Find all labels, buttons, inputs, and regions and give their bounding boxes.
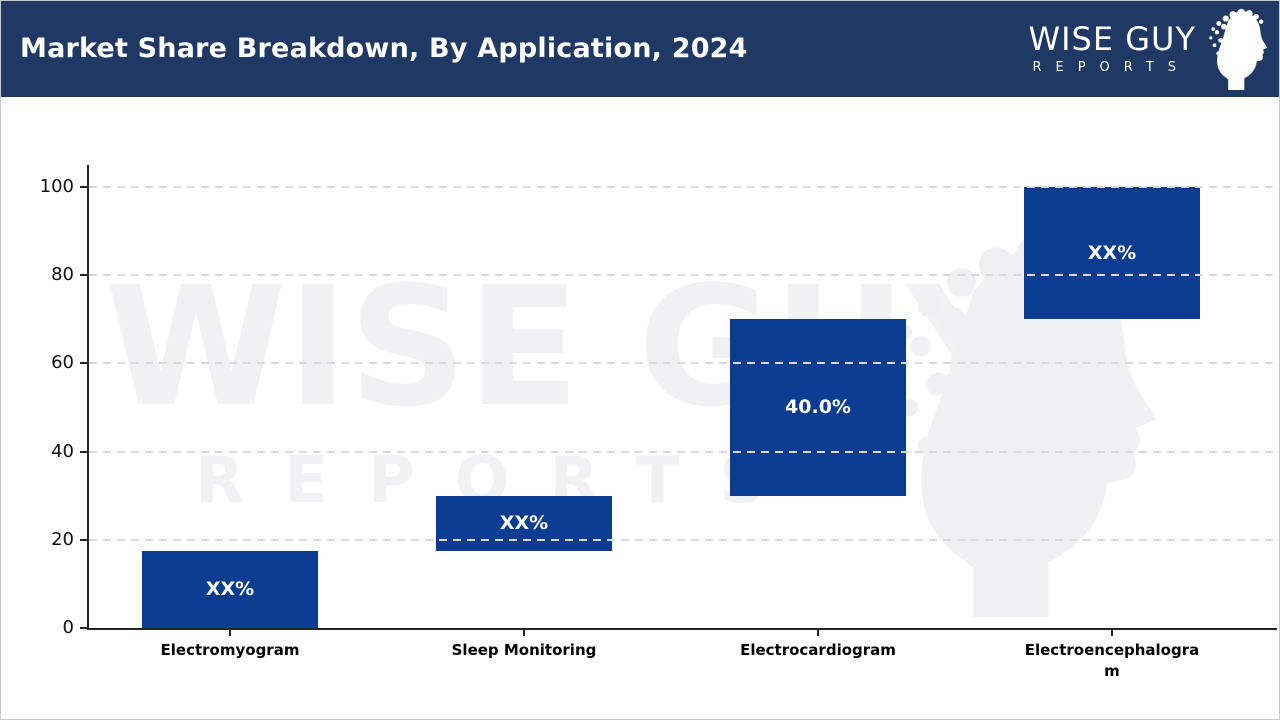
y-tick-label: 40: [51, 440, 74, 462]
bar-value-label: XX%: [499, 512, 549, 535]
y-tick-label: 20: [51, 528, 74, 550]
y-tick-0: [80, 627, 88, 629]
gridline-20: [89, 538, 1277, 541]
bar-electroencephalogram: XX%: [1024, 187, 1200, 320]
x-tick-3: [817, 630, 819, 636]
wiseguy-logo-sub: REPORTS: [1032, 59, 1191, 75]
y-tick-80: [80, 274, 88, 277]
wiseguy-face-icon: [1200, 8, 1270, 90]
x-category-label: Sleep Monitoring: [451, 641, 597, 659]
x-category-label: Electroencephalogram: [1024, 641, 1200, 680]
gridline-60: [89, 362, 1277, 365]
y-tick-label: 0: [62, 617, 74, 638]
y-tick-40: [80, 450, 88, 453]
bar-value-label: 40.0%: [785, 396, 851, 419]
wiseguy-logo-name: WISE GUY: [1028, 19, 1196, 58]
y-tick-label: 80: [51, 264, 74, 286]
x-category-label: Electrocardiogram: [740, 641, 896, 659]
x-tick-2: [523, 630, 525, 636]
x-category-label: Electromyogram: [160, 641, 300, 659]
watermark-face-icon: [845, 225, 1165, 625]
bar-value-label: XX%: [1087, 242, 1137, 265]
bar-sleep-monitoring: XX%: [436, 495, 612, 551]
bar-electromyogram: XX%: [142, 550, 318, 628]
chart-area: WISE GUY REPORTS XX% XX% 40.0% XX% 0 20 40 60 80…: [0, 97, 1280, 720]
page-title: Market Share Breakdown, By Application, …: [20, 33, 748, 64]
y-tick-label: 60: [51, 352, 74, 374]
y-tick-label: 100: [39, 176, 74, 197]
bar-value-label: XX%: [205, 578, 255, 601]
header-bar: Market Share Breakdown, By Application, …: [0, 0, 1280, 97]
x-tick-1: [229, 630, 231, 636]
x-tick-4: [1111, 630, 1113, 636]
wiseguy-logo-text: WISE GUY REPORTS: [1028, 23, 1196, 75]
y-tick-100: [80, 186, 88, 188]
gridline-40: [89, 450, 1277, 453]
x-axis-line: [87, 628, 1277, 630]
wiseguy-logo: WISE GUY REPORTS: [1028, 5, 1270, 92]
bar-electrocardiogram: 40.0%: [730, 319, 906, 496]
y-axis-spine: [87, 165, 89, 630]
gridline-100: [89, 186, 1277, 188]
gridline-80: [89, 274, 1277, 277]
y-tick-20: [80, 538, 88, 541]
y-tick-60: [80, 362, 88, 365]
